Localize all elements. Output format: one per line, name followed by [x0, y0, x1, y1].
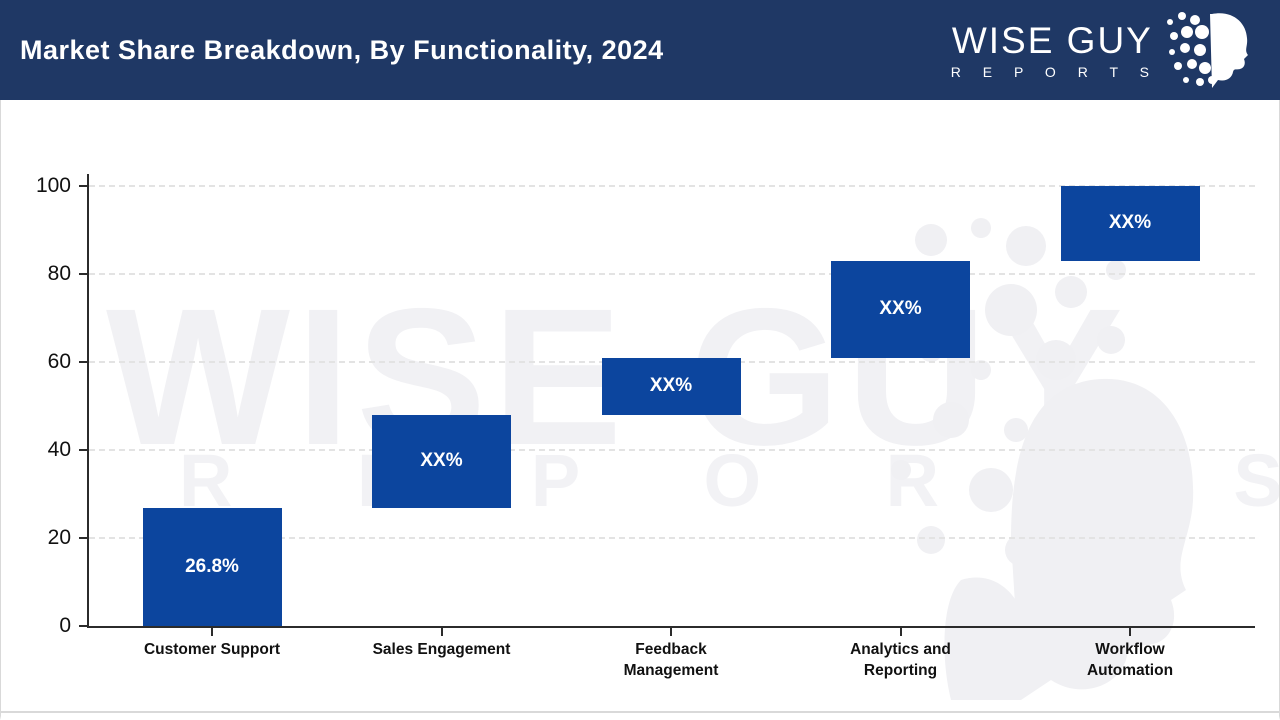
x-tick-mark-1	[440, 628, 443, 636]
bar-sales-engagement: XX%	[372, 414, 511, 509]
bar-analytics-and-reporting: XX%	[831, 260, 970, 358]
brand-logo: WISE GUY R E P O R T S	[947, 8, 1252, 92]
gridline-100	[89, 185, 1255, 187]
bar-value-label: XX%	[1108, 212, 1152, 234]
brand-logo-text: WISE GUY R E P O R T S	[947, 22, 1158, 79]
y-tick-label-100: 100	[35, 174, 71, 197]
y-axis	[87, 174, 89, 628]
gridline-80	[89, 273, 1255, 275]
y-tick-mark-80	[79, 273, 87, 275]
bar-workflow-automation: XX%	[1060, 186, 1200, 261]
y-tick-label-0: 0	[59, 614, 71, 637]
header-bar: Market Share Breakdown, By Functionality…	[0, 0, 1280, 100]
brand-logo-subtitle: R E P O R T S	[950, 63, 1158, 80]
x-tick-mark-0	[211, 628, 213, 636]
y-tick-mark-40	[79, 449, 87, 451]
y-tick-label-40: 40	[47, 438, 71, 461]
brand-logo-name: WISE GUY	[951, 19, 1153, 61]
bar-customer-support: 26.8%	[142, 508, 282, 626]
y-tick-mark-100	[79, 185, 87, 187]
bar-value-label: XX%	[649, 375, 693, 397]
waterfall-chart: 0 20 40 60 80 100 26.8% Customer Support XX% Sale…	[1, 100, 1279, 716]
x-category-label-1: Sales Engagement	[372, 641, 511, 658]
bar-value-label: 26.8%	[185, 556, 239, 578]
y-tick-mark-0	[79, 625, 87, 627]
gridline-40	[89, 449, 1255, 451]
y-tick-mark-20	[79, 537, 87, 539]
y-tick-label-80: 80	[47, 262, 71, 285]
x-category-label-4: Workflow Automation	[1086, 641, 1174, 679]
chart-card: WISE GUY R E P O R T S 0 20 40 60 80 100 26.8%…	[0, 100, 1280, 720]
bar-feedback-management: XX%	[601, 357, 741, 415]
x-axis	[87, 626, 1255, 628]
gridline-20	[89, 537, 1255, 539]
y-tick-mark-60	[79, 361, 87, 363]
y-tick-label-20: 20	[47, 526, 71, 549]
x-tick-mark-2	[670, 628, 672, 636]
bar-value-label: XX%	[879, 298, 922, 320]
x-category-label-3: Analytics and Reporting	[850, 641, 951, 679]
watermark-dotted-head	[891, 218, 1194, 700]
bar-value-label: XX%	[420, 450, 463, 472]
y-tick-label-60: 60	[47, 350, 71, 373]
page-title: Market Share Breakdown, By Functionality…	[20, 34, 664, 65]
x-tick-mark-4	[1129, 628, 1131, 636]
x-category-label-0: Customer Support	[143, 641, 281, 658]
x-category-label-2: Feedback Management	[623, 641, 719, 679]
dotted-face-logo-icon	[1167, 12, 1248, 89]
x-tick-mark-3	[899, 628, 902, 636]
